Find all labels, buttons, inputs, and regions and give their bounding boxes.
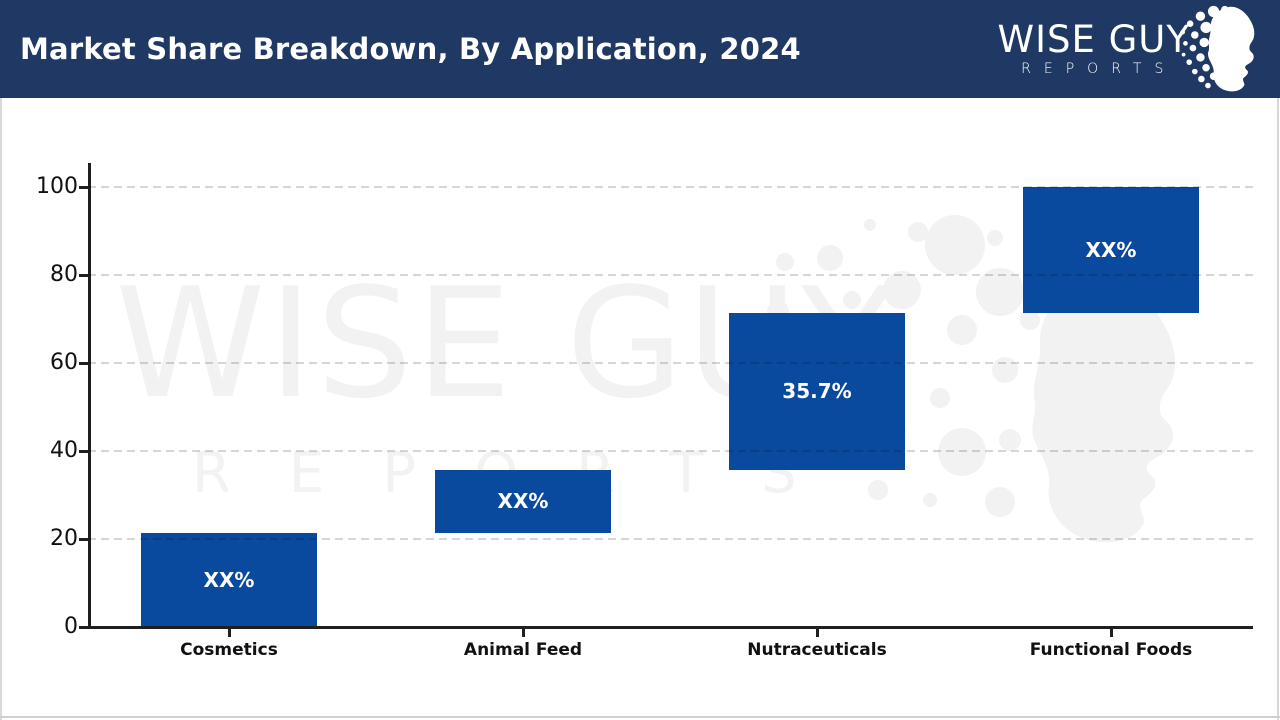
x-tick-label: Nutraceuticals [747,640,887,660]
y-tick-label: 80 [50,262,78,287]
logo-tagline: REPORTS [1021,60,1177,77]
x-tick-mark [816,629,819,637]
gridline [88,538,1253,540]
bar-value-label: XX% [497,489,549,514]
y-tick-mark [79,274,88,277]
frame-right-border [1277,98,1279,720]
watermark-face-icon [767,215,1175,543]
logo-face-icon [1180,5,1255,92]
x-tick-mark [522,629,525,637]
page-title: Market Share Breakdown, By Application, … [20,32,801,66]
logo: WISE GUY REPORTS [998,4,1270,94]
y-tick-mark [79,450,88,453]
x-tick-label: Functional Foods [1029,640,1193,660]
gridline [88,186,1253,188]
y-axis-line [88,163,91,629]
y-tick-label: 0 [64,614,78,639]
bar-value-label: XX% [203,567,255,592]
y-tick-label: 20 [50,526,78,551]
bar-cosmetics: XX% [141,532,317,627]
bar-value-label: 35.7% [782,379,852,404]
gridline [88,450,1253,452]
y-tick-label: 100 [36,174,78,199]
y-tick-mark [79,538,88,541]
y-tick-mark [79,186,88,189]
logo-name: WISE GUY [997,18,1190,62]
x-axis-line [88,626,1253,629]
frame-left-border [0,98,2,720]
y-tick-label: 60 [50,350,78,375]
gridline [88,362,1253,364]
frame-bottom-border [0,716,1280,718]
gridline [88,274,1253,276]
x-tick-label: Cosmetics [180,640,278,660]
logo-text: WISE GUY REPORTS [997,18,1190,77]
bar-nutraceuticals: 35.7% [729,312,905,470]
bar-value-label: XX% [1085,237,1137,262]
bar-animal-feed: XX% [435,469,611,533]
bar-functional-foods: XX% [1023,187,1199,313]
y-tick-mark [79,626,88,629]
x-tick-mark [228,629,231,637]
y-tick-label: 40 [50,438,78,463]
header: Market Share Breakdown, By Application, … [0,0,1280,98]
x-tick-label: Animal Feed [463,640,583,660]
y-tick-mark [79,362,88,365]
x-tick-mark [1110,629,1113,637]
